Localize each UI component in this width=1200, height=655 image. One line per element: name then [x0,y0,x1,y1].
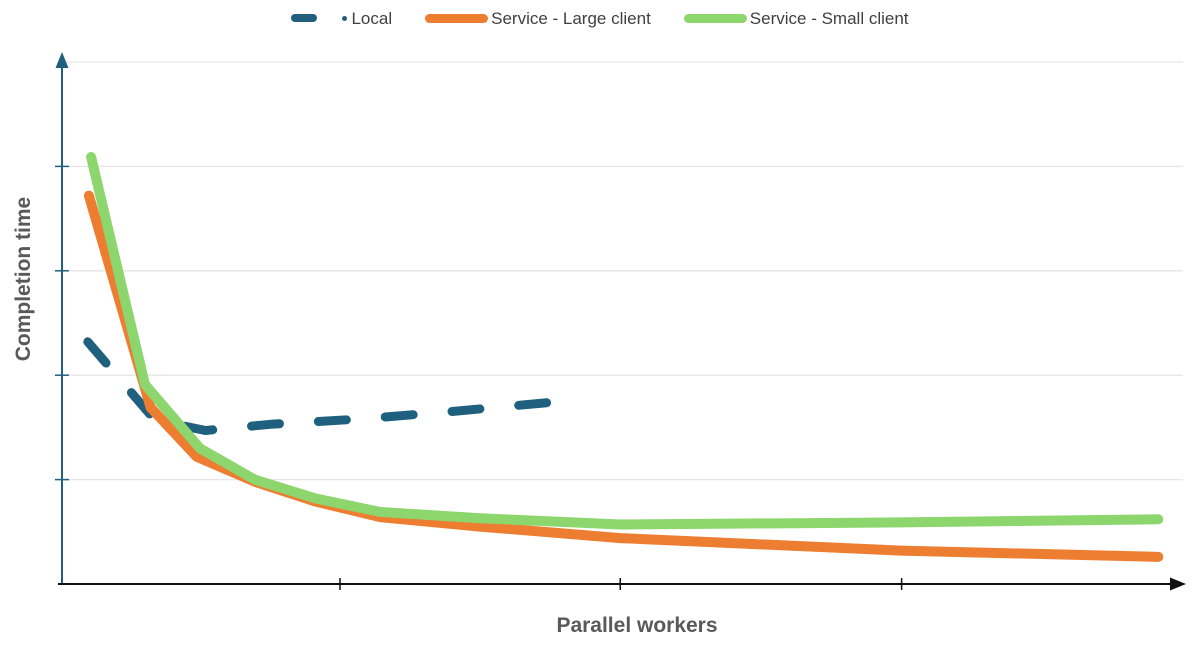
legend-label-service-large-client: Service - Large client [491,8,651,28]
legend-item-service-small-client: Service - Small client [683,8,909,28]
local-dot-sample-icon [342,15,348,21]
service-small-line-sample-icon [683,13,747,23]
service-large-line-sample-icon [425,13,489,23]
y-axis-title: Completion time [12,196,35,362]
chart-legend: Local Service - Large client Service - S… [0,4,1200,32]
local-dash-sample-icon [291,14,318,22]
x-axis-title: Parallel workers [556,614,718,637]
legend-label-local: Local [351,8,393,28]
legend-label-service-small-client: Service - Small client [749,8,909,28]
legend-item-local: Local [291,10,392,27]
legend-item-service-large-client: Service - Large client [425,10,651,27]
